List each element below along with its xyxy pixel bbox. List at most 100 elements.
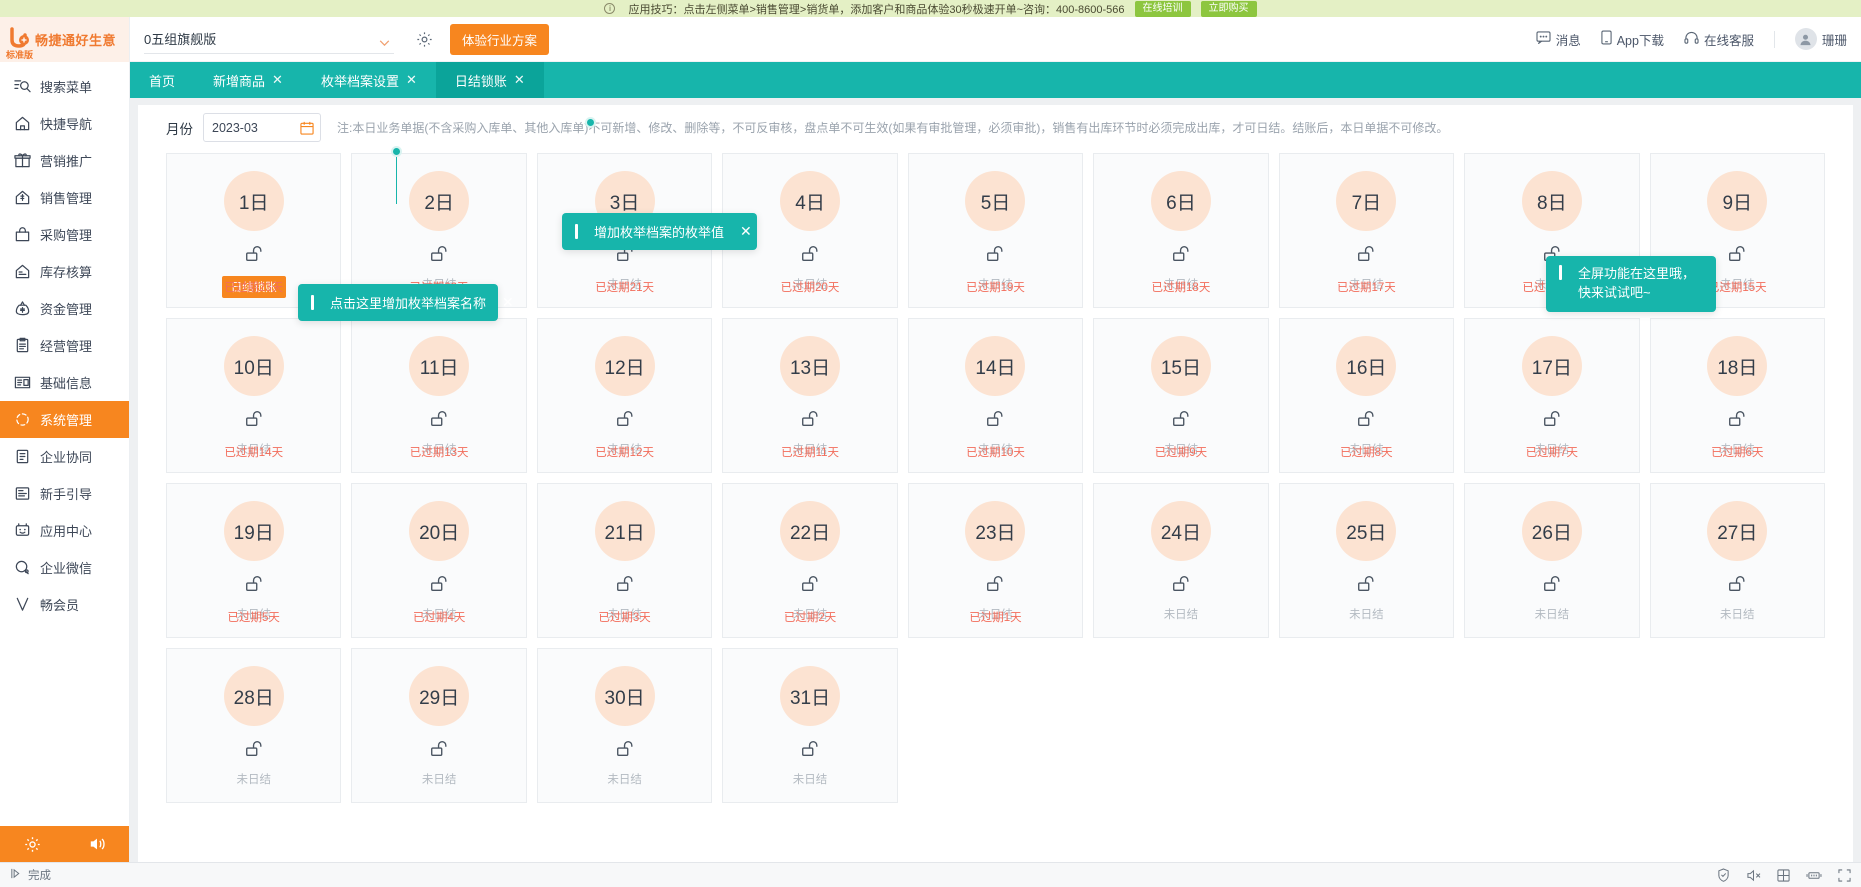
day-card[interactable]: 26日 未日结: [1464, 483, 1640, 638]
network-icon[interactable]: [1806, 869, 1822, 882]
tab-1[interactable]: 新增商品 ✕: [194, 62, 302, 98]
sidebar-item-0[interactable]: 搜索菜单: [0, 68, 129, 105]
unlock-icon: [1542, 409, 1562, 434]
tab-0[interactable]: 首页: [130, 62, 194, 98]
tab-2[interactable]: 枚举档案设置 ✕: [302, 62, 436, 98]
shield-icon[interactable]: [1717, 868, 1730, 882]
day-card[interactable]: 25日 未日结: [1278, 483, 1455, 638]
guide-tooltip-fullscreen[interactable]: 全屏功能在这里哦，快来试试吧~: [1546, 256, 1716, 312]
day-overdue-label: 已过期21天: [595, 282, 654, 294]
sidebar-item-11[interactable]: 新手引导: [0, 475, 129, 512]
day-card[interactable]: 20日 未日结 已过期4天: [351, 483, 527, 638]
day-card[interactable]: 7日 未日结 已过期17天: [1278, 153, 1455, 308]
sidebar-item-4[interactable]: 采购管理: [0, 216, 129, 253]
sidebar-item-8[interactable]: 基础信息: [0, 364, 129, 401]
guide-text: 增加枚举档案的枚举值: [594, 225, 725, 240]
day-card[interactable]: 9日 未日结 已过期15天: [1649, 153, 1825, 308]
day-card[interactable]: 23日 未日结 已过期1天: [907, 483, 1084, 638]
day-card[interactable]: 17日 未日结 已过期7天: [1464, 318, 1640, 473]
info-icon: i: [604, 3, 616, 14]
day-card[interactable]: 22日 未日结 已过期2天: [722, 483, 898, 638]
unlock-icon: [244, 244, 264, 269]
sidebar-item-label: 采购管理: [40, 228, 93, 243]
unlock-icon: [615, 739, 635, 764]
day-card[interactable]: 11日 未日结 已过期13天: [351, 318, 527, 473]
day-card[interactable]: 18日 未日结 已过期6天: [1649, 318, 1825, 473]
unlock-icon: [1356, 244, 1376, 269]
layout-icon[interactable]: [1777, 868, 1790, 882]
volume-icon[interactable]: [88, 836, 106, 852]
day-number: 24日: [1150, 501, 1211, 561]
day-card[interactable]: 28日 未日结: [166, 648, 342, 803]
sidebar-item-7[interactable]: 经营管理: [0, 327, 129, 364]
day-card[interactable]: 31日 未日结: [722, 648, 898, 803]
day-status-label: 未日结: [236, 444, 271, 456]
brand-name: 畅捷通好生意: [35, 33, 117, 48]
sidebar-item-9[interactable]: 系统管理: [0, 401, 129, 438]
day-number: 2日: [409, 171, 470, 231]
sidebar-item-13[interactable]: 企业微信: [0, 549, 129, 586]
sidebar-item-1[interactable]: 快捷导航: [0, 105, 129, 142]
calendar-wrap: 1日日结锁账已过期23天2日未日结已过期22天3日未日结已过期21天4日未日结已…: [138, 153, 1853, 862]
close-icon[interactable]: ✕: [740, 223, 752, 239]
tab-3[interactable]: 日结锁账 ✕: [435, 62, 544, 98]
unlock-icon: [429, 574, 449, 599]
day-card[interactable]: 27日 未日结: [1649, 483, 1825, 638]
filter-row: 月份 2023-03 注:本日业务单据(不含采购入库单、其他入库单)不可新增、修…: [138, 105, 1853, 150]
day-number: 8日: [1521, 171, 1582, 231]
sidebar-item-2[interactable]: 营销推广: [0, 142, 129, 179]
fullscreen-icon[interactable]: [1838, 868, 1851, 882]
tab-label: 枚举档案设置: [320, 73, 399, 89]
day-card[interactable]: 15日 未日结 已过期9天: [1093, 318, 1269, 473]
day-number: 18日: [1707, 336, 1768, 396]
close-icon[interactable]: ✕: [405, 72, 417, 87]
day-card[interactable]: 12日 未日结 已过期12天: [536, 318, 713, 473]
day-card[interactable]: 21日 未日结 已过期3天: [536, 483, 713, 638]
settings-gear-icon[interactable]: [416, 31, 433, 48]
online-service-button[interactable]: 在线客服: [1684, 30, 1754, 49]
online-training-button[interactable]: 在线培训: [1134, 0, 1191, 17]
sidebar-item-5[interactable]: 库存核算: [0, 253, 129, 290]
sidebar-item-3[interactable]: 销售管理: [0, 179, 129, 216]
day-card[interactable]: 1日 日结锁账 已过期23天: [166, 153, 342, 308]
day-card[interactable]: 14日 未日结 已过期10天: [907, 318, 1084, 473]
buy-now-button[interactable]: 立即购买: [1200, 0, 1257, 17]
close-icon[interactable]: ✕: [513, 72, 525, 87]
day-card[interactable]: 29日 未日结: [351, 648, 527, 803]
sidebar-item-12[interactable]: 应用中心: [0, 512, 129, 549]
sidebar-item-6[interactable]: 资金管理: [0, 290, 129, 327]
day-card[interactable]: 5日 未日结 已过期19天: [907, 153, 1084, 308]
brand-logo-area: 畅捷通好生意 标准版: [0, 17, 129, 62]
sidebar-item-14[interactable]: 畅会员: [0, 586, 129, 623]
app-download-button[interactable]: App下载: [1601, 30, 1664, 49]
day-card[interactable]: 16日 未日结 已过期8天: [1278, 318, 1455, 473]
day-card[interactable]: 10日 未日结 已过期14天: [166, 318, 342, 473]
day-card[interactable]: 19日 未日结 已过期5天: [166, 483, 342, 638]
user-menu[interactable]: 珊珊: [1794, 28, 1847, 50]
divider: [1773, 30, 1775, 48]
close-icon[interactable]: ✕: [502, 294, 514, 310]
unlock-icon: [429, 739, 449, 764]
gear-icon[interactable]: [24, 836, 41, 853]
mute-icon[interactable]: [1746, 869, 1761, 882]
month-input[interactable]: 2023-03: [203, 113, 321, 142]
experience-industry-plan-button[interactable]: 体验行业方案: [450, 23, 550, 55]
day-card[interactable]: 13日 未日结 已过期11天: [722, 318, 898, 473]
messages-button[interactable]: 消息: [1536, 30, 1581, 49]
day-card[interactable]: 6日 未日结 已过期18天: [1093, 153, 1269, 308]
day-card[interactable]: 30日 未日结: [536, 648, 713, 803]
day-card[interactable]: 24日 未日结: [1093, 483, 1269, 638]
day-overdue-label: 已过期1天: [969, 612, 1022, 624]
status-left: 完成: [10, 867, 51, 883]
day-overdue-label: 已过期7天: [1525, 447, 1579, 459]
day-status-label: 未日结: [792, 609, 828, 621]
guide-tooltip-enum-value[interactable]: 增加枚举档案的枚举值 ✕: [562, 213, 757, 250]
guide-tooltip-add-enum-name[interactable]: 点击这里增加枚举档案名称 ✕: [298, 284, 514, 321]
sidebar-item-10[interactable]: 企业协同: [0, 438, 129, 475]
company-select[interactable]: 0五组旗舰版: [144, 24, 394, 54]
day-overdue-label: 已过期6天: [1711, 447, 1764, 459]
sidebar-nav: 搜索菜单 快捷导航 营销推广 销售管理采购管理库存核算 资金管理 经营管理 基础信息 系统管理…: [0, 62, 129, 623]
guide-text: 全屏功能在这里哦，快来试试吧~: [1578, 266, 1696, 300]
day-status-badge[interactable]: 日结锁账: [221, 276, 286, 298]
close-icon[interactable]: ✕: [272, 72, 283, 87]
